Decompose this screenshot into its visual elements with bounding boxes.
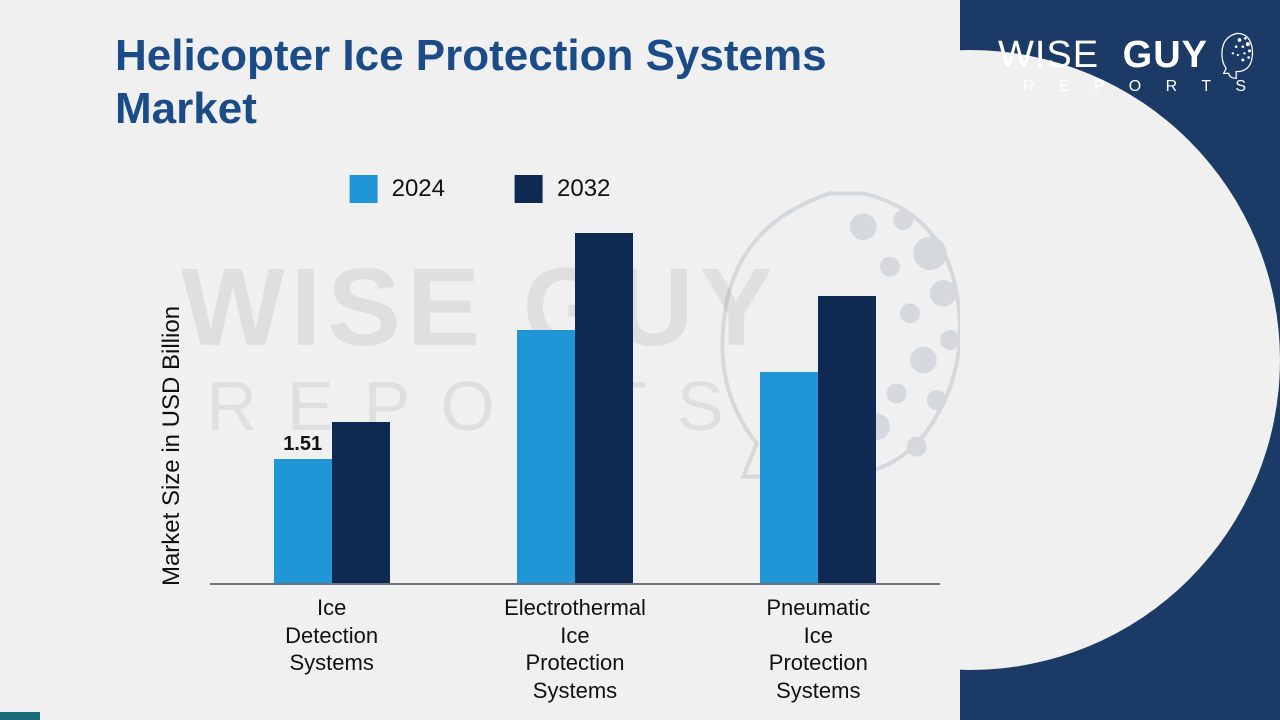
brain-head-icon bbox=[1214, 30, 1260, 80]
bar: 1.51 bbox=[274, 459, 332, 585]
legend-label-2024: 2024 bbox=[392, 175, 445, 203]
legend-item-2024: 2024 bbox=[350, 175, 445, 203]
page-title: Helicopter Ice Protection Systems Market bbox=[115, 30, 835, 136]
bar-groups: 1.51 bbox=[210, 225, 940, 585]
logo-line1: WISE GUY bbox=[990, 30, 1260, 80]
legend: 2024 2032 bbox=[350, 175, 611, 203]
bar bbox=[760, 372, 818, 585]
legend-swatch-2032 bbox=[515, 175, 543, 203]
bar bbox=[517, 330, 575, 585]
legend-label-2032: 2032 bbox=[557, 175, 610, 203]
y-axis-label: Market Size in USD Billion bbox=[158, 306, 186, 586]
brand-logo: WISE GUY R E P O R T S bbox=[990, 30, 1260, 96]
side-panel: WISE GUY R E P O R T S bbox=[960, 0, 1280, 720]
legend-swatch-2024 bbox=[350, 175, 378, 203]
x-axis-labels: IceDetectionSystems ElectrothermalIceProt… bbox=[210, 590, 940, 700]
chart-area: 1.51 IceDetectionSystems ElectrothermalIc… bbox=[110, 225, 940, 700]
x-axis-label: ElectrothermalIceProtectionSystems bbox=[485, 590, 665, 700]
bar-group bbox=[728, 296, 908, 585]
logo-reports-text: R E P O R T S bbox=[990, 78, 1260, 96]
bar-group bbox=[485, 233, 665, 585]
bar bbox=[818, 296, 876, 585]
bar-group: 1.51 bbox=[242, 422, 422, 585]
legend-item-2032: 2032 bbox=[515, 175, 610, 203]
x-axis-baseline bbox=[210, 583, 940, 585]
bar bbox=[332, 422, 390, 585]
plot-area: 1.51 bbox=[210, 225, 940, 585]
bar bbox=[575, 233, 633, 585]
x-axis-label: PneumaticIceProtectionSystems bbox=[728, 590, 908, 700]
logo-guy-text: GUY bbox=[1123, 34, 1208, 77]
main-panel: WISE GUY REPORTS Helicopter Ice Protecti… bbox=[0, 0, 960, 720]
bottom-accent-strip bbox=[0, 712, 40, 720]
x-axis-label: IceDetectionSystems bbox=[242, 590, 422, 700]
logo-wise-text: WISE bbox=[998, 34, 1099, 77]
bar-value-label: 1.51 bbox=[283, 433, 322, 456]
